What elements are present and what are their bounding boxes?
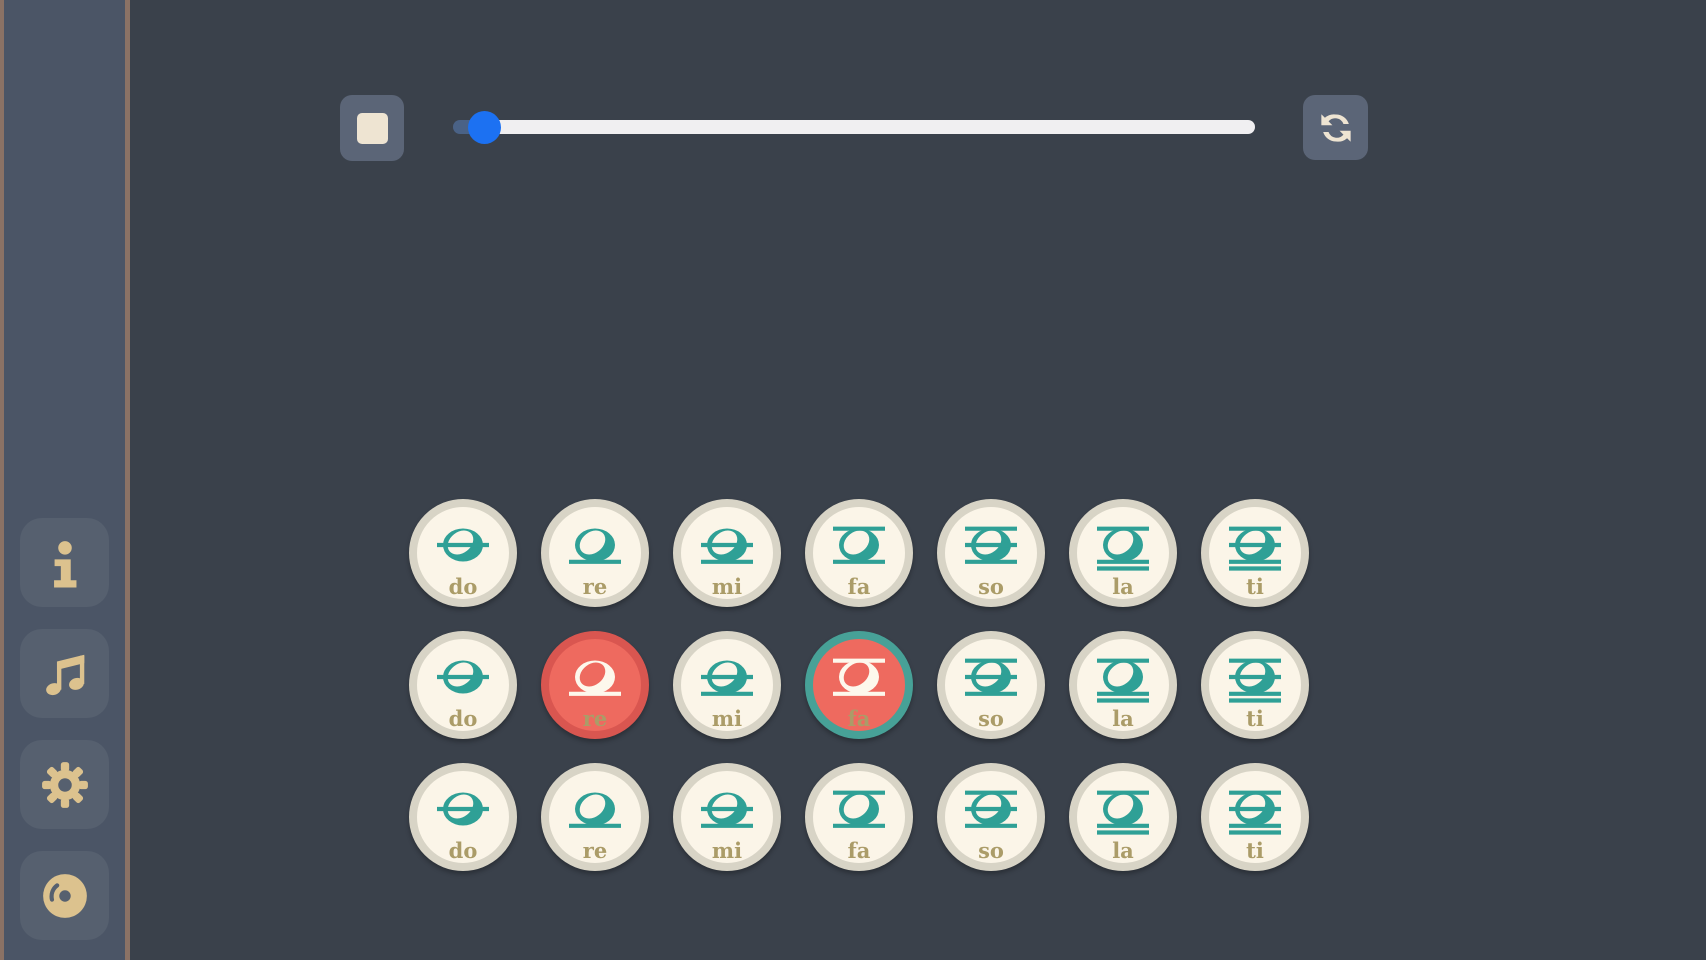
note-button-la-row3[interactable]: la <box>1069 763 1177 871</box>
solfege-label: mi <box>711 838 743 863</box>
whole-note-glyph <box>701 792 753 828</box>
sidebar-item-audio[interactable] <box>20 851 109 940</box>
info-icon <box>53 540 76 587</box>
solfege-label: re <box>582 574 608 599</box>
replay-button[interactable] <box>1303 95 1368 160</box>
sidebar-item-settings[interactable] <box>20 740 109 829</box>
solfege-label: re <box>582 706 608 731</box>
whole-note-glyph <box>437 528 489 562</box>
note-button-mi-row3[interactable]: mi <box>673 763 781 871</box>
note-button-do-row3[interactable]: do <box>409 763 517 871</box>
solfege-label: ti <box>1246 574 1264 599</box>
solfege-label: fa <box>847 706 871 731</box>
note-button-do-row1[interactable]: do <box>409 499 517 607</box>
whole-note-glyph <box>569 528 621 564</box>
note-button-fa-row3[interactable]: fa <box>805 763 913 871</box>
note-button-la-row2[interactable]: la <box>1069 631 1177 739</box>
whole-note-glyph <box>1229 526 1281 571</box>
whole-note-glyph <box>1097 658 1149 703</box>
note-button-so-row2[interactable]: so <box>937 631 1045 739</box>
solfege-label: so <box>978 838 1004 863</box>
stop-button[interactable] <box>340 95 404 161</box>
whole-note-glyph <box>833 658 885 696</box>
whole-note-glyph <box>965 658 1017 696</box>
solfege-label: la <box>1112 706 1134 731</box>
note-button-ti-row2[interactable]: ti <box>1201 631 1309 739</box>
note-button-ti-row1[interactable]: ti <box>1201 499 1309 607</box>
note-board: do re mi fa so la ti do <box>409 499 1309 871</box>
note-button-mi-row1[interactable]: mi <box>673 499 781 607</box>
note-button-fa-row1[interactable]: fa <box>805 499 913 607</box>
whole-note-glyph <box>833 790 885 828</box>
solfege-label: do <box>448 574 478 599</box>
solfege-label: ti <box>1246 706 1264 731</box>
whole-note-glyph <box>1097 790 1149 835</box>
solfege-label: so <box>978 574 1004 599</box>
solfege-label: mi <box>711 574 743 599</box>
solfege-label: la <box>1112 574 1134 599</box>
solfege-label: la <box>1112 838 1134 863</box>
whole-note-glyph <box>437 660 489 694</box>
solfege-label: so <box>978 706 1004 731</box>
solfege-label: ti <box>1246 838 1264 863</box>
disc-icon <box>42 873 87 918</box>
solfege-label: do <box>448 838 478 863</box>
note-button-re-row1[interactable]: re <box>541 499 649 607</box>
note-button-do-row2[interactable]: do <box>409 631 517 739</box>
refresh-icon <box>1320 113 1351 142</box>
whole-note-glyph <box>437 792 489 826</box>
whole-note-glyph <box>1229 658 1281 703</box>
music-note-icon <box>45 654 84 695</box>
gear-icon <box>41 761 88 808</box>
progress-slider[interactable] <box>453 111 1255 143</box>
whole-note-glyph <box>833 526 885 564</box>
note-button-fa-row2[interactable]: fa <box>805 631 913 739</box>
sidebar-item-music[interactable] <box>20 629 109 718</box>
solfege-label: re <box>582 838 608 863</box>
note-button-ti-row3[interactable]: ti <box>1201 763 1309 871</box>
solfege-label: fa <box>847 574 871 599</box>
sidebar <box>0 0 130 960</box>
whole-note-glyph <box>965 526 1017 564</box>
whole-note-glyph <box>701 528 753 564</box>
whole-note-glyph <box>1229 790 1281 835</box>
stop-icon <box>356 112 388 144</box>
sidebar-item-info[interactable] <box>20 518 109 607</box>
whole-note-glyph <box>965 790 1017 828</box>
whole-note-glyph <box>701 660 753 696</box>
sidebar-button-group <box>4 518 125 940</box>
note-button-re-row2[interactable]: re <box>541 631 649 739</box>
note-button-mi-row2[interactable]: mi <box>673 631 781 739</box>
note-button-re-row3[interactable]: re <box>541 763 649 871</box>
note-button-so-row1[interactable]: so <box>937 499 1045 607</box>
note-button-so-row3[interactable]: so <box>937 763 1045 871</box>
note-button-la-row1[interactable]: la <box>1069 499 1177 607</box>
solfege-label: mi <box>711 706 743 731</box>
whole-note-glyph <box>1097 526 1149 571</box>
solfege-label: fa <box>847 838 871 863</box>
solfege-label: do <box>448 706 478 731</box>
whole-note-glyph <box>569 792 621 828</box>
whole-note-glyph <box>569 660 621 696</box>
